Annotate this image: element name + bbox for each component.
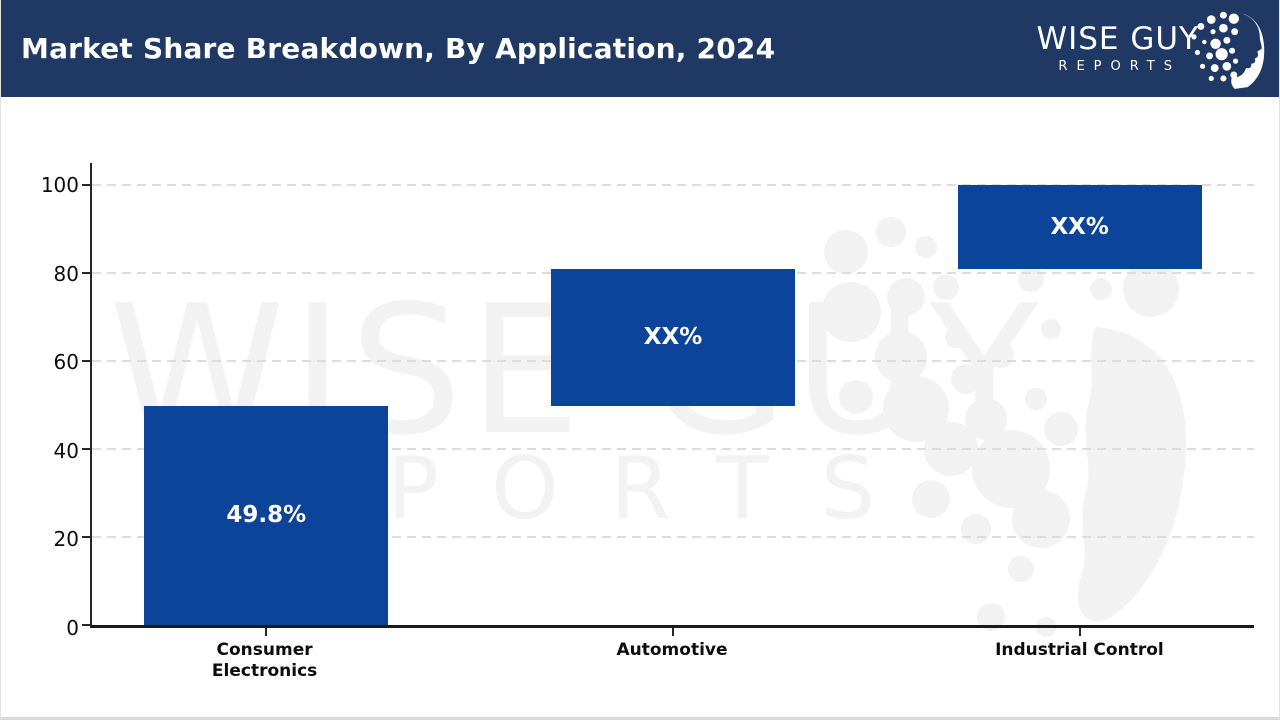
x-tick-mark: [265, 628, 268, 636]
gridline-100: [92, 184, 1254, 186]
bar-value-label: 49.8%: [226, 502, 307, 529]
wiseguy-logo: WISE GUY REPORTS: [1036, 7, 1265, 91]
x-tick-mark: [1078, 628, 1081, 636]
logo-face-icon: [1191, 11, 1265, 89]
bar-value-label: XX%: [643, 324, 703, 351]
bar-consumer-electronics: 49.8%: [144, 405, 389, 625]
gridline-40: [92, 448, 1254, 450]
plot-area: 49.8% XX% XX%: [82, 163, 1254, 636]
logo-line2: REPORTS: [1058, 58, 1182, 74]
y-tick-label-40: 40: [53, 438, 79, 463]
y-tick-mark-20: [82, 536, 90, 538]
y-tick-mark-100: [82, 184, 90, 186]
logo-wordmark: WISE GUY REPORTS: [1036, 20, 1199, 74]
watermark-face-dots: [821, 204, 1186, 637]
y-tick-mark-0: [82, 624, 90, 626]
x-axis-labels: Consumer Electronics Automotive Industrial …: [90, 640, 1254, 700]
y-tick-label-20: 20: [53, 527, 79, 552]
category-label-automotive: Automotive: [616, 640, 728, 660]
header-bar: Market Share Breakdown, By Application, …: [1, 0, 1279, 97]
logo-line1: WISE GUY: [1036, 20, 1199, 57]
y-tick-label-100: 100: [40, 173, 79, 198]
y-tick-mark-40: [82, 448, 90, 450]
y-tick-label-60: 60: [53, 350, 79, 375]
x-tick-mark: [672, 628, 674, 636]
category-label-industrial-control: Industrial Control: [995, 640, 1164, 660]
y-tick-label-80: 80: [53, 261, 79, 286]
y-tick-mark-60: [82, 360, 90, 363]
y-tick-mark-80: [82, 272, 90, 274]
page-title: Market Share Breakdown, By Application, …: [21, 32, 776, 65]
gridline-20: [92, 536, 1254, 538]
bar-industrial-control: XX%: [957, 185, 1202, 269]
y-axis-labels: 0 20 40 60 80 100: [11, 163, 79, 640]
bar-automotive: XX%: [550, 268, 795, 406]
category-label-consumer-electronics: Consumer Electronics: [211, 640, 318, 681]
y-tick-label-0: 0: [66, 616, 79, 640]
chart-area: WISE GUY REPORTS 0 20 40 60 80 100 49.8% XX% XX…: [1, 97, 1279, 717]
bar-value-label: XX%: [1050, 213, 1109, 240]
